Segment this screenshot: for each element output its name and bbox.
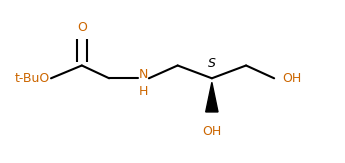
Text: OH: OH: [282, 72, 301, 85]
Text: t-BuO: t-BuO: [15, 72, 50, 85]
Text: S: S: [208, 57, 216, 70]
Text: H: H: [139, 85, 148, 98]
Text: O: O: [77, 21, 87, 34]
Text: N: N: [139, 68, 148, 81]
Polygon shape: [206, 82, 218, 112]
Text: OH: OH: [202, 126, 221, 139]
